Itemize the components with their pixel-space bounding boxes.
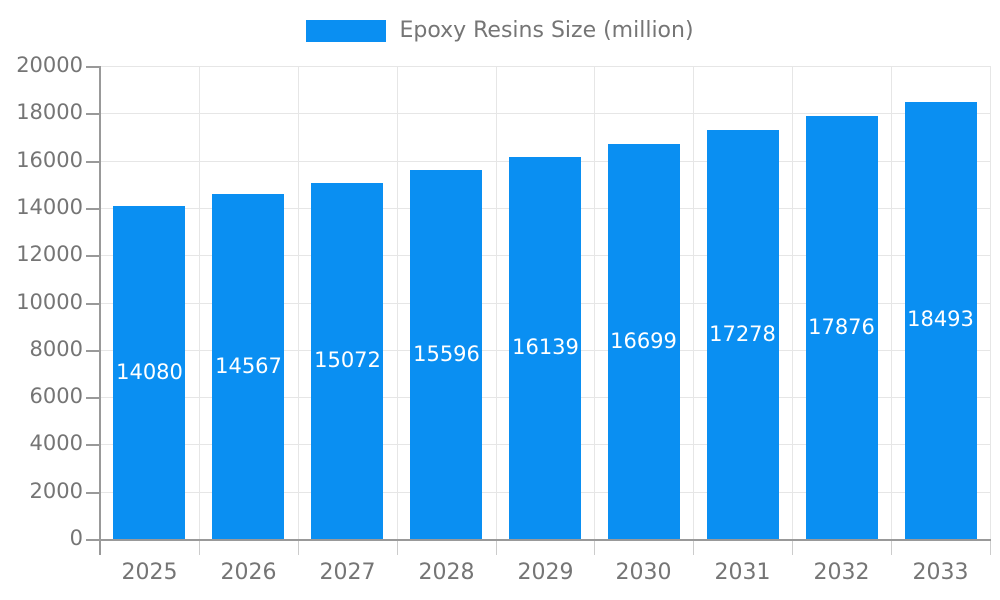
x-tick-mark (594, 539, 595, 555)
y-tick-label: 18000 (16, 100, 83, 124)
x-axis-line (99, 539, 991, 541)
legend-swatch (306, 20, 387, 42)
y-tick-mark (86, 444, 100, 446)
y-tick-mark (86, 113, 100, 115)
y-tick-label: 6000 (29, 384, 83, 408)
x-tick-label: 2032 (813, 560, 870, 585)
x-tick-mark (496, 539, 497, 555)
y-tick-label: 4000 (29, 431, 83, 455)
y-tick-label: 16000 (16, 148, 83, 172)
y-tick-mark (86, 350, 100, 352)
x-tick-mark (792, 539, 793, 555)
v-gridline (990, 66, 991, 539)
y-tick-mark (86, 161, 100, 163)
x-tick-mark (891, 539, 892, 555)
bar[interactable] (212, 194, 284, 539)
h-gridline (100, 66, 990, 67)
bar[interactable] (707, 130, 779, 539)
x-tick-label: 2030 (615, 560, 672, 585)
v-gridline (397, 66, 398, 539)
y-tick-mark (86, 208, 100, 210)
y-tick-mark (86, 492, 100, 494)
y-tick-mark (86, 539, 100, 541)
y-tick-mark (86, 303, 100, 305)
x-tick-mark (990, 539, 991, 555)
bar[interactable] (311, 183, 383, 539)
y-tick-label: 20000 (16, 53, 83, 77)
y-tick-mark (86, 255, 100, 257)
bar[interactable] (608, 144, 680, 539)
x-tick-label: 2033 (912, 560, 969, 585)
x-tick-mark (199, 539, 200, 555)
x-tick-label: 2027 (319, 560, 376, 585)
x-tick-label: 2028 (418, 560, 475, 585)
y-tick-label: 0 (69, 526, 83, 550)
v-gridline (298, 66, 299, 539)
bar[interactable] (905, 102, 977, 539)
y-tick-mark (86, 66, 100, 68)
y-tick-mark (86, 397, 100, 399)
v-gridline (693, 66, 694, 539)
x-tick-mark (693, 539, 694, 555)
h-gridline (100, 113, 990, 114)
y-axis-line (99, 66, 101, 555)
x-tick-label: 2025 (121, 560, 178, 585)
x-tick-label: 2026 (220, 560, 277, 585)
y-tick-label: 10000 (16, 290, 83, 314)
v-gridline (891, 66, 892, 539)
y-tick-label: 8000 (29, 337, 83, 361)
y-tick-label: 2000 (29, 479, 83, 503)
v-gridline (792, 66, 793, 539)
legend[interactable]: Epoxy Resins Size (million) (0, 18, 1000, 44)
legend-label: Epoxy Resins Size (million) (399, 18, 694, 43)
x-tick-label: 2031 (714, 560, 771, 585)
v-gridline (199, 66, 200, 539)
x-tick-label: 2029 (517, 560, 574, 585)
v-gridline (496, 66, 497, 539)
bar[interactable] (113, 206, 185, 539)
bar[interactable] (509, 157, 581, 539)
bar[interactable] (410, 170, 482, 539)
x-tick-mark (397, 539, 398, 555)
x-tick-mark (298, 539, 299, 555)
y-tick-label: 12000 (16, 242, 83, 266)
bar[interactable] (806, 116, 878, 539)
v-gridline (594, 66, 595, 539)
y-tick-label: 14000 (16, 195, 83, 219)
